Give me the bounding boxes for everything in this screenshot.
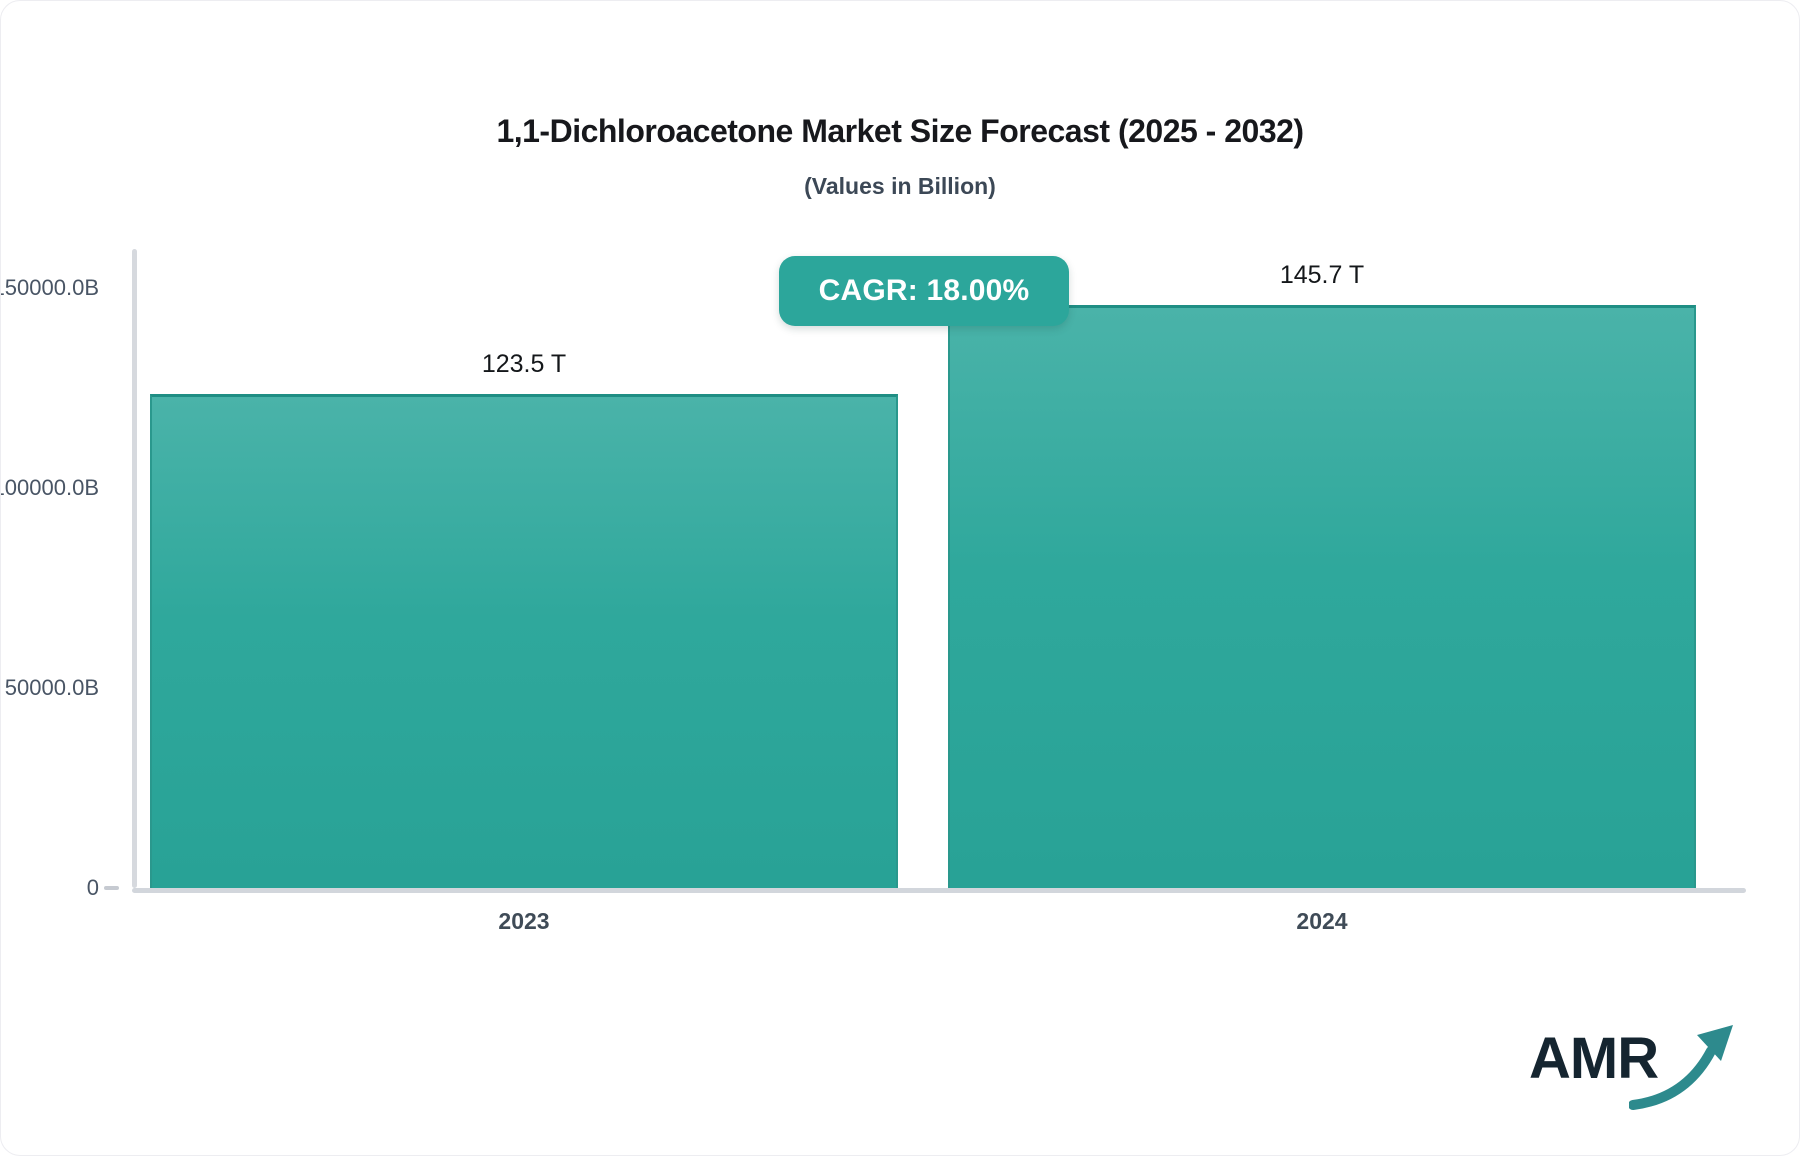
bar-value-label: 123.5 T	[481, 350, 567, 378]
cagr-badge: CAGR: 18.00%	[779, 256, 1069, 326]
y-axis-tick-label: 150000.0B	[0, 275, 99, 300]
x-axis-tick-label: 2023	[498, 908, 550, 934]
y-axis-tick-label: 50000.0B	[4, 675, 99, 700]
y-axis-tick-label: 0	[86, 875, 99, 900]
amr-logo: AMR	[1521, 1019, 1741, 1119]
x-axis-tick-label: 2024	[1296, 908, 1348, 934]
cagr-badge-label: CAGR: 18.00%	[818, 274, 1030, 307]
bar-value-label: 145.7 T	[1279, 261, 1365, 290]
y-axis-line	[132, 249, 137, 888]
chart-subtitle: (Values in Billion)	[804, 173, 996, 199]
amr-logo-text: AMR	[1529, 1026, 1659, 1091]
y-axis-tick-dash	[104, 886, 119, 890]
trend-up-arrow-icon	[1629, 1025, 1733, 1110]
chart-title: 1,1-Dichloroacetone Market Size Forecast…	[496, 113, 1304, 149]
bar-2023[interactable]	[150, 394, 898, 888]
bar-2024[interactable]	[948, 305, 1696, 888]
y-axis-tick-label: 100000.0B	[0, 475, 99, 500]
x-axis-line	[132, 888, 1746, 893]
